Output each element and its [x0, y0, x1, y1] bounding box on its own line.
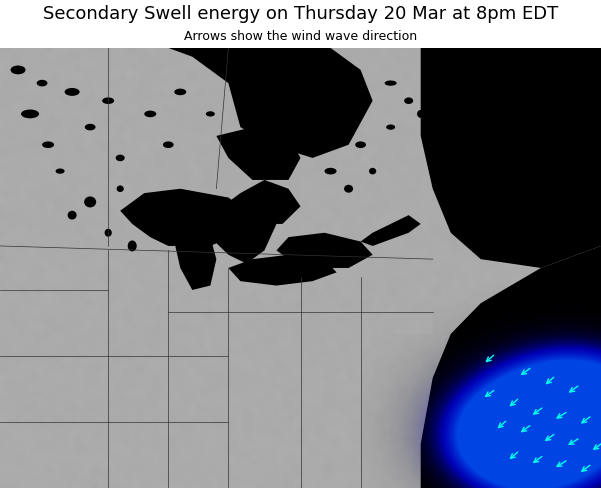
Ellipse shape	[116, 155, 125, 162]
Ellipse shape	[105, 229, 112, 237]
Ellipse shape	[283, 111, 294, 118]
Ellipse shape	[344, 185, 353, 193]
Ellipse shape	[549, 143, 558, 148]
Ellipse shape	[55, 169, 65, 174]
Ellipse shape	[524, 124, 534, 131]
Ellipse shape	[174, 89, 186, 96]
Ellipse shape	[85, 124, 96, 131]
Ellipse shape	[369, 168, 376, 175]
Ellipse shape	[117, 186, 124, 193]
Polygon shape	[361, 216, 421, 246]
Polygon shape	[276, 233, 373, 268]
Ellipse shape	[386, 125, 395, 130]
Ellipse shape	[67, 211, 76, 220]
Ellipse shape	[445, 124, 456, 131]
Polygon shape	[216, 128, 300, 181]
Ellipse shape	[428, 143, 437, 148]
Ellipse shape	[535, 98, 547, 105]
Ellipse shape	[355, 142, 366, 149]
Ellipse shape	[163, 142, 174, 149]
Ellipse shape	[42, 142, 54, 149]
Polygon shape	[421, 49, 601, 268]
Ellipse shape	[21, 110, 39, 119]
Ellipse shape	[64, 89, 79, 97]
Polygon shape	[120, 189, 252, 246]
Polygon shape	[240, 181, 300, 224]
Ellipse shape	[84, 197, 96, 208]
Polygon shape	[168, 49, 373, 159]
Text: Arrows show the wind wave direction: Arrows show the wind wave direction	[184, 30, 417, 43]
Polygon shape	[174, 233, 216, 290]
Ellipse shape	[475, 133, 487, 140]
Ellipse shape	[417, 111, 424, 119]
Ellipse shape	[10, 66, 25, 75]
Ellipse shape	[505, 142, 516, 149]
Ellipse shape	[325, 168, 337, 175]
Ellipse shape	[37, 81, 47, 87]
Ellipse shape	[102, 98, 114, 105]
Text: Secondary Swell energy on Thursday 20 Mar at 8pm EDT: Secondary Swell energy on Thursday 20 Ma…	[43, 5, 558, 22]
Ellipse shape	[385, 81, 397, 86]
Ellipse shape	[566, 124, 576, 131]
Ellipse shape	[206, 112, 215, 117]
Ellipse shape	[308, 134, 317, 139]
Polygon shape	[210, 194, 276, 264]
Ellipse shape	[488, 168, 498, 176]
Polygon shape	[421, 246, 601, 488]
Ellipse shape	[465, 98, 474, 105]
Ellipse shape	[128, 241, 136, 252]
Polygon shape	[228, 255, 337, 286]
Ellipse shape	[404, 98, 413, 105]
Ellipse shape	[144, 111, 156, 118]
